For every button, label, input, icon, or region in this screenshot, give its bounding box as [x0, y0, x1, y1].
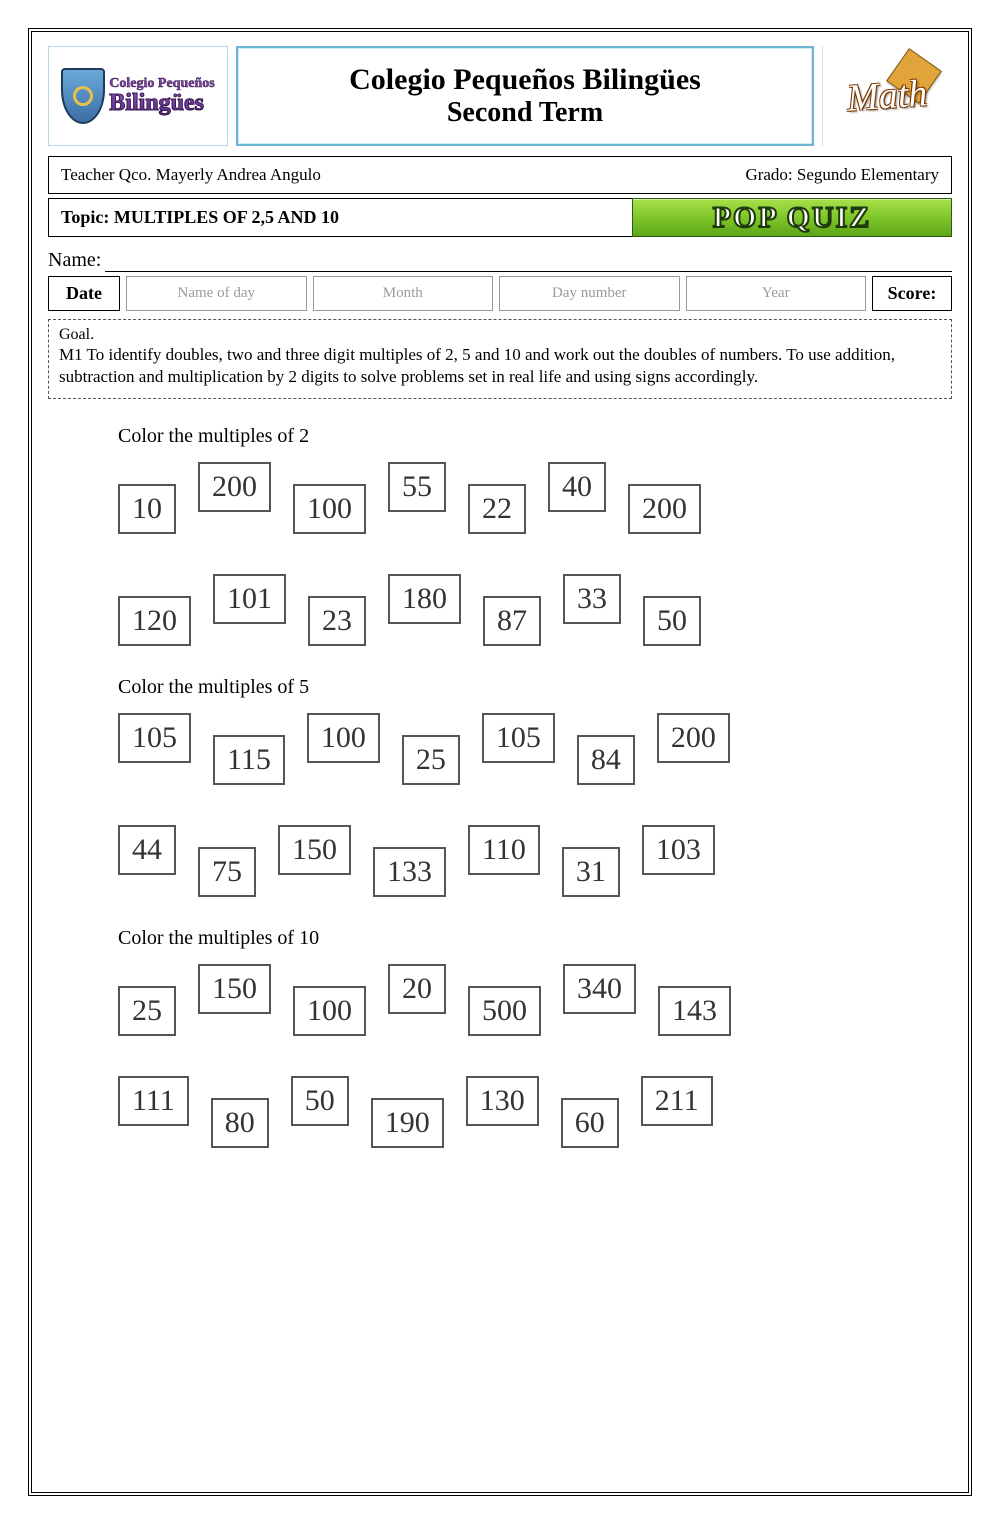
name-input-line[interactable]	[105, 252, 952, 272]
number-grid: 105 115 100 25 105 84 200 44 75 150 133 110 31 103	[118, 713, 892, 897]
activity-section: Color the multiples of 5 105 115 100 25 105 84…	[118, 676, 892, 897]
activities-container: Color the multiples of 2 10 200 100 55 22 40 20…	[48, 425, 952, 1148]
number-row: 105 115 100 25 105 84 200	[118, 713, 892, 785]
number-box[interactable]: 105	[482, 713, 555, 763]
date-day-number[interactable]: Day number	[499, 276, 680, 311]
number-box[interactable]: 50	[643, 596, 701, 646]
number-box[interactable]: 100	[293, 484, 366, 534]
date-day-name[interactable]: Name of day	[126, 276, 307, 311]
activity-title: Color the multiples of 10	[118, 927, 892, 950]
number-box[interactable]: 340	[563, 964, 636, 1014]
number-box[interactable]: 500	[468, 986, 541, 1036]
pop-quiz-badge: POP QUIZ	[632, 198, 952, 237]
name-label: Name:	[48, 249, 101, 272]
logo-line2: Bilingües	[109, 91, 214, 115]
number-box[interactable]: 190	[371, 1098, 444, 1148]
number-box[interactable]: 31	[562, 847, 620, 897]
score-label: Score:	[872, 276, 952, 311]
number-box[interactable]: 133	[373, 847, 446, 897]
number-box[interactable]: 143	[658, 986, 731, 1036]
number-box[interactable]: 25	[118, 986, 176, 1036]
number-box[interactable]: 60	[561, 1098, 619, 1148]
activity-section: Color the multiples of 2 10 200 100 55 22 40 20…	[118, 425, 892, 646]
activity-title: Color the multiples of 5	[118, 676, 892, 699]
goal-text: M1 To identify doubles, two and three di…	[59, 344, 941, 388]
header: Colegio Pequeños Bilingües Colegio Peque…	[48, 46, 952, 146]
number-box[interactable]: 200	[198, 462, 271, 512]
number-box[interactable]: 115	[213, 735, 285, 785]
number-box[interactable]: 84	[577, 735, 635, 785]
teacher-grade-row: Teacher Qco. Mayerly Andrea Angulo Grado…	[48, 156, 952, 194]
number-grid: 10 200 100 55 22 40 200 120 101 23 180 87 33 50	[118, 462, 892, 646]
number-box[interactable]: 111	[118, 1076, 189, 1126]
number-row: 25 150 100 20 500 340 143	[118, 964, 892, 1036]
number-box[interactable]: 40	[548, 462, 606, 512]
title-line2: Second Term	[447, 97, 603, 129]
number-row: 120 101 23 180 87 33 50	[118, 574, 892, 646]
goal-title: Goal.	[59, 326, 941, 344]
number-box[interactable]: 87	[483, 596, 541, 646]
number-box[interactable]: 50	[291, 1076, 349, 1126]
number-row: 10 200 100 55 22 40 200	[118, 462, 892, 534]
number-grid: 25 150 100 20 500 340 143 111 80 50 190 130 60 211	[118, 964, 892, 1148]
number-box[interactable]: 211	[641, 1076, 713, 1126]
number-box[interactable]: 130	[466, 1076, 539, 1126]
number-box[interactable]: 80	[211, 1098, 269, 1148]
date-month[interactable]: Month	[313, 276, 494, 311]
number-box[interactable]: 22	[468, 484, 526, 534]
topic-row: Topic: MULTIPLES OF 2,5 AND 10 POP QUIZ	[48, 198, 952, 237]
number-box[interactable]: 103	[642, 825, 715, 875]
number-box[interactable]: 44	[118, 825, 176, 875]
pop-quiz-text: POP QUIZ	[713, 201, 872, 235]
topic-label: Topic: MULTIPLES OF 2,5 AND 10	[48, 198, 632, 237]
number-box[interactable]: 10	[118, 484, 176, 534]
number-box[interactable]: 33	[563, 574, 621, 624]
number-box[interactable]: 75	[198, 847, 256, 897]
number-box[interactable]: 150	[278, 825, 351, 875]
activity-title: Color the multiples of 2	[118, 425, 892, 448]
number-box[interactable]: 101	[213, 574, 286, 624]
number-box[interactable]: 100	[293, 986, 366, 1036]
number-box[interactable]: 20	[388, 964, 446, 1014]
date-row: Date Name of day Month Day number Year S…	[48, 276, 952, 311]
logo-text: Colegio Pequeños Bilingües	[109, 77, 214, 115]
activity-section: Color the multiples of 10 25 150 100 20 500 34…	[118, 927, 892, 1148]
number-box[interactable]: 120	[118, 596, 191, 646]
number-box[interactable]: 200	[628, 484, 701, 534]
worksheet-page: Colegio Pequeños Bilingües Colegio Peque…	[0, 0, 1000, 1524]
number-box[interactable]: 55	[388, 462, 446, 512]
date-label: Date	[48, 276, 120, 311]
title-line1: Colegio Pequeños Bilingües	[349, 63, 701, 97]
grade-label: Grado: Segundo Elementary	[745, 165, 939, 185]
school-logo: Colegio Pequeños Bilingües	[48, 46, 228, 146]
logo-line1: Colegio Pequeños	[109, 77, 214, 91]
number-box[interactable]: 180	[388, 574, 461, 624]
number-box[interactable]: 100	[307, 713, 380, 763]
number-box[interactable]: 110	[468, 825, 540, 875]
title-box: Colegio Pequeños Bilingües Second Term	[236, 46, 814, 146]
number-box[interactable]: 150	[198, 964, 271, 1014]
number-box[interactable]: 23	[308, 596, 366, 646]
number-row: 111 80 50 190 130 60 211	[118, 1076, 892, 1148]
subject-badge: Math	[822, 46, 952, 146]
number-box[interactable]: 105	[118, 713, 191, 763]
number-box[interactable]: 200	[657, 713, 730, 763]
number-row: 44 75 150 133 110 31 103	[118, 825, 892, 897]
page-frame: Colegio Pequeños Bilingües Colegio Peque…	[28, 28, 972, 1496]
date-year[interactable]: Year	[686, 276, 867, 311]
goal-box: Goal. M1 To identify doubles, two and th…	[48, 319, 952, 399]
number-box[interactable]: 25	[402, 735, 460, 785]
math-label: Math	[846, 71, 929, 120]
name-row: Name:	[48, 249, 952, 272]
teacher-name: Teacher Qco. Mayerly Andrea Angulo	[61, 165, 321, 185]
shield-icon	[61, 68, 105, 124]
